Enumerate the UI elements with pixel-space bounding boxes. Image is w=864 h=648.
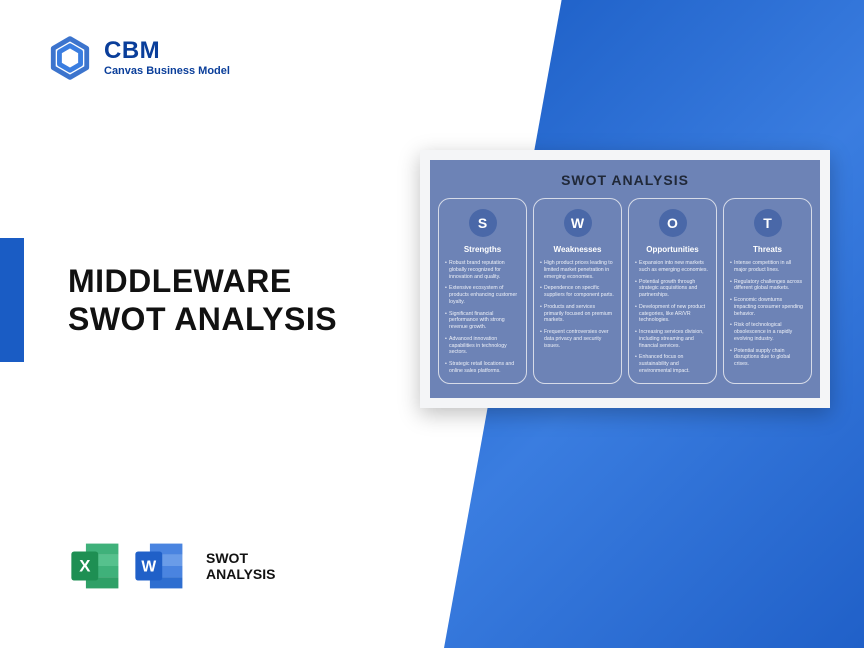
- swot-item: Robust brand reputation globally recogni…: [445, 260, 520, 280]
- swot-circle: S: [469, 209, 497, 237]
- excel-icon: X: [68, 538, 124, 594]
- swot-item: Enhanced focus on sustainability and env…: [635, 354, 710, 374]
- swot-column-t: T Threats Intense competition in all major…: [723, 198, 812, 384]
- swot-heading: Threats: [753, 245, 782, 254]
- swot-item-list: High product prices leading to limited m…: [540, 260, 615, 349]
- swot-circle: O: [659, 209, 687, 237]
- swot-circle: W: [564, 209, 592, 237]
- left-accent-bar: [0, 238, 24, 362]
- svg-text:X: X: [79, 557, 91, 576]
- swot-item: Risk of technological obsolescence in a …: [730, 322, 805, 342]
- swot-heading: Weaknesses: [554, 245, 602, 254]
- swot-item: Economic downturns impacting consumer sp…: [730, 297, 805, 317]
- swot-item: Development of new product categories, l…: [635, 304, 710, 324]
- swot-heading: Strengths: [464, 245, 501, 254]
- brand-tagline: Canvas Business Model: [104, 65, 230, 77]
- swot-item: Advanced innovation capabilities in tech…: [445, 336, 520, 356]
- swot-item: Expansion into new markets such as emerg…: [635, 260, 710, 274]
- swot-circle: T: [754, 209, 782, 237]
- swot-panel: SWOT ANALYSIS S Strengths Robust brand rep…: [420, 150, 830, 408]
- swot-item: Strategic retail locations and online sa…: [445, 361, 520, 375]
- swot-item: Dependence on specific suppliers for com…: [540, 285, 615, 299]
- swot-inner: SWOT ANALYSIS S Strengths Robust brand rep…: [430, 160, 820, 398]
- swot-item-list: Robust brand reputation globally recogni…: [445, 260, 520, 375]
- title-line-1: MIDDLEWARE: [68, 263, 292, 299]
- swot-item-list: Expansion into new markets such as emerg…: [635, 260, 710, 375]
- page-title: MIDDLEWARE SWOT ANALYSIS: [68, 262, 337, 339]
- swot-title: SWOT ANALYSIS: [438, 172, 812, 188]
- brand-logo-icon: [48, 36, 92, 80]
- swot-item-list: Intense competition in all major product…: [730, 260, 805, 368]
- app-icons-row: X W SWOT ANALYSIS: [68, 538, 276, 594]
- app-label-line-2: ANALYSIS: [206, 566, 276, 582]
- brand-logo-block: CBM Canvas Business Model: [48, 36, 230, 80]
- app-label-line-1: SWOT: [206, 550, 248, 566]
- swot-item: Products and services primarily focused …: [540, 304, 615, 324]
- brand-name: CBM: [104, 39, 230, 63]
- swot-item: Intense competition in all major product…: [730, 260, 805, 274]
- swot-item: Increasing services division, including …: [635, 329, 710, 349]
- swot-columns: S Strengths Robust brand reputation global…: [438, 198, 812, 384]
- swot-column-s: S Strengths Robust brand reputation global…: [438, 198, 527, 384]
- swot-item: High product prices leading to limited m…: [540, 260, 615, 280]
- swot-column-o: O Opportunities Expansion into new markets…: [628, 198, 717, 384]
- swot-item: Frequent controversies over data privacy…: [540, 329, 615, 349]
- swot-item: Extensive ecosystem of products enhancin…: [445, 285, 520, 305]
- swot-item: Regulatory challenges across different g…: [730, 279, 805, 293]
- word-icon: W: [132, 538, 188, 594]
- swot-item: Potential supply chain disruptions due t…: [730, 348, 805, 368]
- swot-heading: Opportunities: [646, 245, 698, 254]
- swot-item: Potential growth through strategic acqui…: [635, 279, 710, 299]
- app-icons-label: SWOT ANALYSIS: [206, 550, 276, 582]
- title-line-2: SWOT ANALYSIS: [68, 301, 337, 337]
- swot-item: Significant financial performance with s…: [445, 311, 520, 331]
- svg-text:W: W: [141, 559, 156, 576]
- swot-column-w: W Weaknesses High product prices leading t…: [533, 198, 622, 384]
